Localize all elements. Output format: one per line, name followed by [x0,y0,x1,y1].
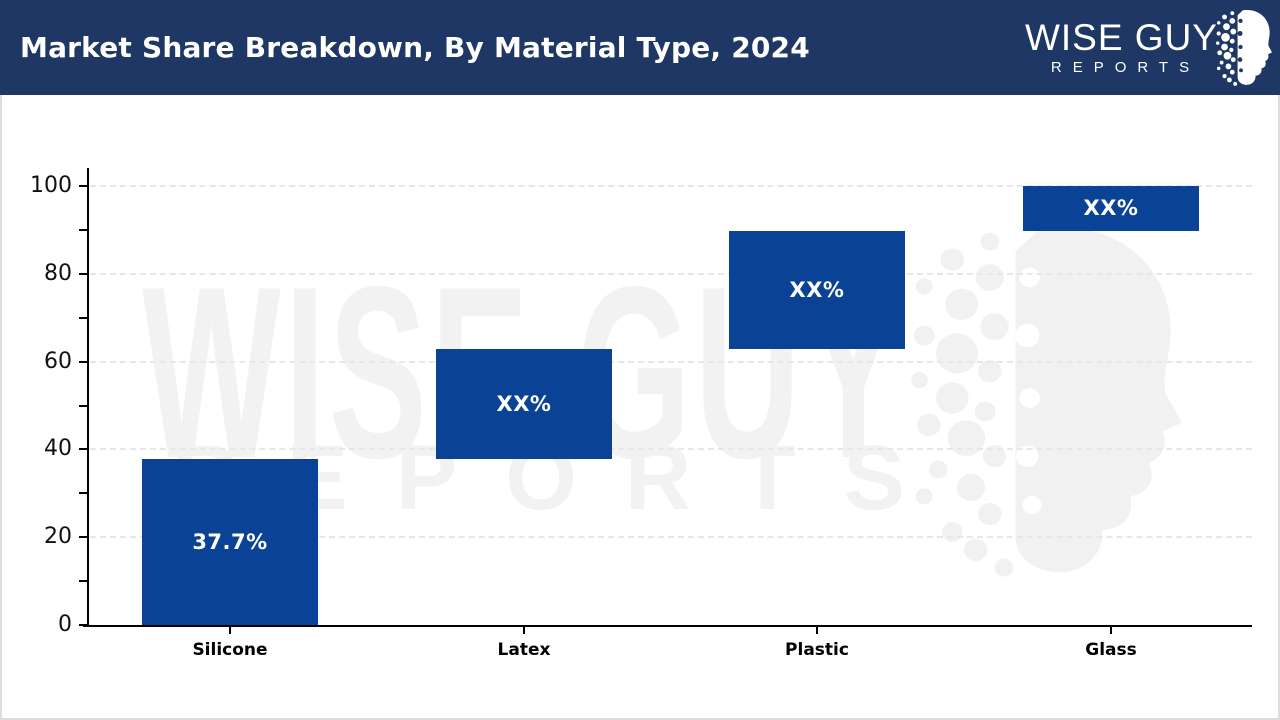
bar-label-latex: XX% [496,392,552,417]
logo-name-text: WISE GUY [1024,17,1218,58]
y-tick-10 [79,580,87,583]
y-tick-label-60: 60 [44,348,72,374]
y-tick-100 [79,185,87,187]
x-axis-spine [83,625,1252,627]
gridline-40 [90,448,1252,451]
bar-silicone: 37.7% [142,459,318,625]
x-label-silicone: Silicone [192,640,268,660]
brand-logo: WISE GUY REPORTS [1025,6,1272,90]
bar-plastic: XX% [729,230,905,350]
x-label-latex: Latex [497,640,551,660]
y-tick-label-80: 80 [44,260,72,286]
x-label-glass: Glass [1085,640,1137,660]
y-tick-50 [79,404,87,407]
bar-latex: XX% [436,349,612,460]
y-tick-label-20: 20 [44,524,72,550]
y-tick-label-40: 40 [44,436,72,462]
logo-subtext: REPORTS [1050,59,1201,76]
bar-label-plastic: XX% [789,278,845,303]
logo-head-icon [1210,6,1272,90]
y-axis-spine [87,168,89,627]
y-tick-40 [79,448,87,451]
chart-title: Market Share Breakdown, By Material Type… [20,31,810,64]
y-tick-20 [79,536,87,539]
y-tick-60 [79,360,87,363]
y-tick-70 [79,316,87,319]
bar-label-silicone: 37.7% [192,530,268,555]
gridline-80 [90,272,1252,275]
y-tick-label-0: 0 [58,612,72,637]
gridline-20 [90,536,1252,539]
bar-glass: XX% [1023,186,1199,231]
logo-wordmark: WISE GUY REPORTS [1025,19,1218,76]
gridline-100 [90,185,1252,187]
x-tick-glass [1110,627,1112,634]
y-tick-90 [79,228,87,231]
x-label-plastic: Plastic [785,640,849,660]
y-tick-80 [79,272,87,275]
y-tick-label-100: 100 [30,173,72,198]
x-tick-silicone [229,627,231,634]
header-bar: Market Share Breakdown, By Material Type… [0,0,1280,95]
bar-label-glass: XX% [1083,196,1139,221]
x-tick-latex [523,627,525,634]
y-tick-0 [79,624,87,626]
gridline-60 [90,360,1252,363]
x-tick-plastic [816,627,818,634]
y-tick-30 [79,492,87,495]
